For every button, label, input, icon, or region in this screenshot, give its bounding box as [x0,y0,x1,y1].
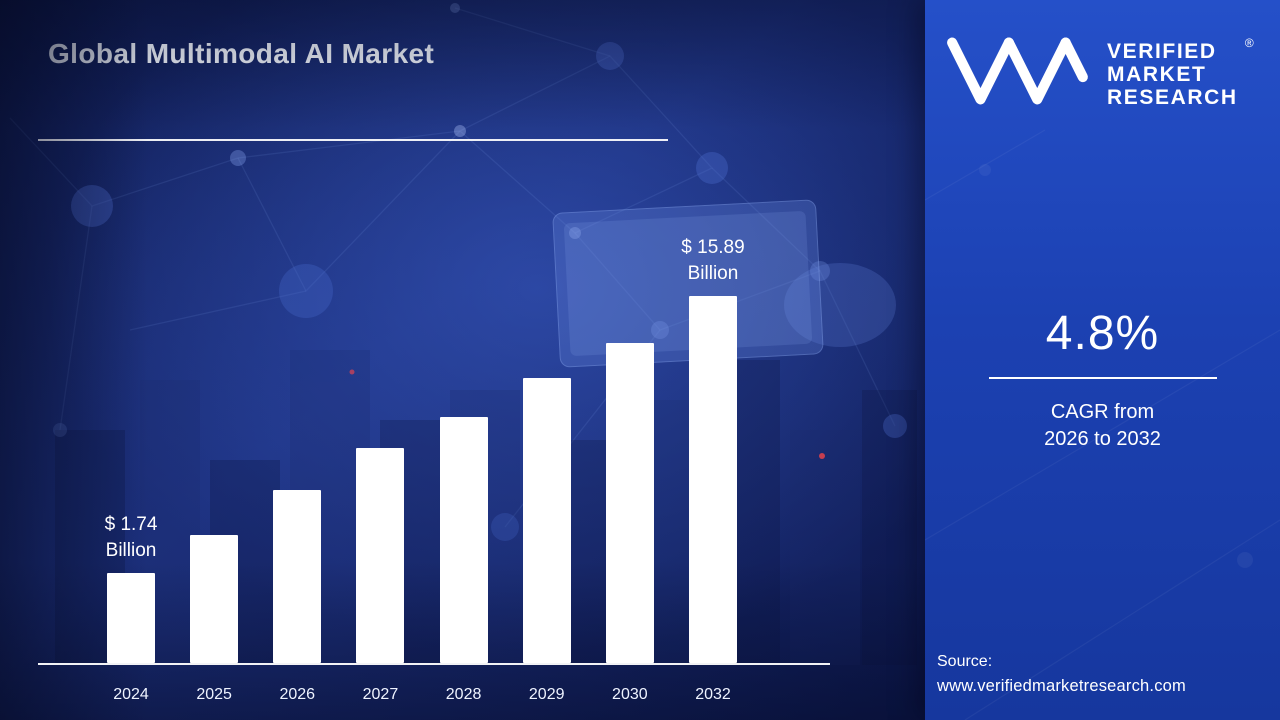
bar-column [190,535,239,663]
page-title: Global Multimodal AI Market [48,38,435,69]
bar-chart: $ 1.74 Billion $ 15.89 Billion 2024 2025 2026… [38,235,830,704]
brand-name: VERIFIED MARKET RESEARCH ® [1095,34,1254,109]
bar-column [605,343,654,663]
source-block: Source: www.verifiedmarketresearch.com [937,650,1186,698]
x-axis-label: 2026 [279,686,316,703]
sidebar: VERIFIED MARKET RESEARCH ® 4.8% CAGR fro… [925,0,1280,720]
bar-value-label: $ 15.89 Billion [681,237,745,284]
x-axis-label: 2027 [362,686,399,703]
bar [605,343,654,663]
brand-line-2: MARKET [1107,63,1207,86]
bar [688,296,737,663]
x-axis-labels: 2024 2025 2026 2027 2028 2029 2030 2032 [107,686,737,704]
bar [107,573,155,663]
source-url-link[interactable]: www.verifiedmarketresearch.com [937,677,1186,695]
bar-value-label: $ 1.74 Billion [104,514,158,561]
bars-row: $ 1.74 Billion $ 15.89 Billion [104,235,745,663]
bar [356,448,405,663]
cagr-caption-line-2: 2026 to 2032 [1044,428,1161,450]
bar [522,378,571,663]
x-axis-label: 2030 [612,686,648,703]
source-label: Source: [937,653,993,670]
bar [439,417,488,663]
registered-trademark-icon: ® [1244,36,1254,50]
bar-column: $ 15.89 Billion [681,235,745,663]
bar-column [439,417,488,663]
x-axis-label: 2032 [695,686,731,703]
title-underline [38,139,668,141]
x-axis-label: 2025 [196,686,232,703]
bar-column [356,448,405,663]
bar-column: $ 1.74 Billion [104,512,158,663]
bar-column [522,378,571,663]
cagr-underline [988,377,1217,379]
brand-logo: VERIFIED MARKET RESEARCH ® [943,34,1254,110]
x-axis-label: 2029 [528,686,565,703]
x-axis-label: 2028 [445,686,482,703]
vmr-monogram-icon [947,37,1088,105]
brand-line-3: RESEARCH [1107,86,1238,109]
bar [273,490,322,663]
x-axis-line [38,663,830,665]
x-axis-label: 2024 [113,686,149,703]
cagr-value: 4.8% [1045,307,1160,360]
main-panel: Global Multimodal AI Market $ 1.74 Billio… [0,0,925,720]
bar-column [273,490,322,663]
brand-line-1: VERIFIED [1107,40,1217,63]
bar [190,535,239,663]
cagr-stat: 4.8% CAGR from 2026 to 2032 [925,306,1280,453]
cagr-caption-line-1: CAGR from [1050,401,1155,423]
